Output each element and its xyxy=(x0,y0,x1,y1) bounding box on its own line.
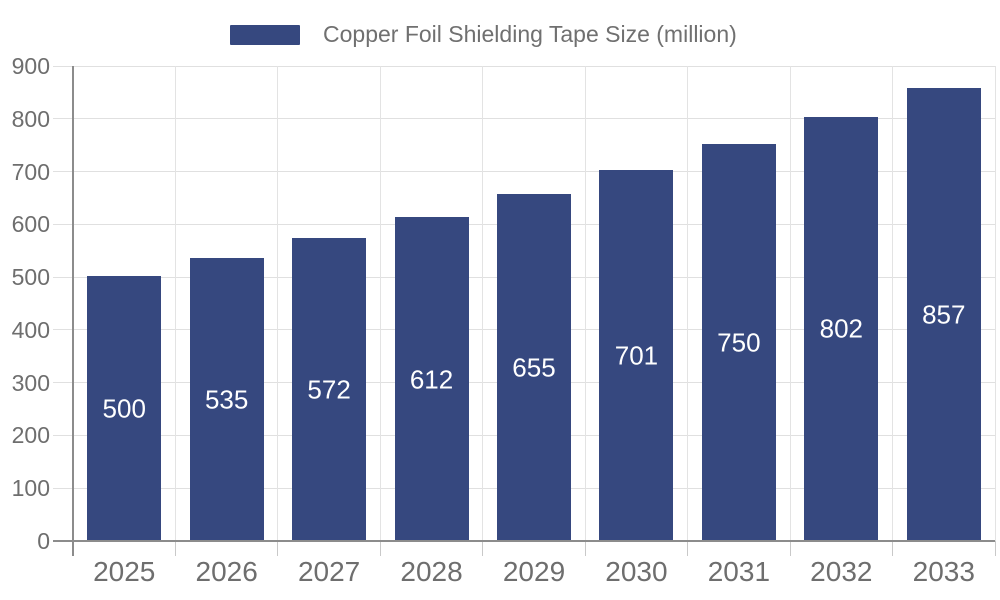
x-axis-tick xyxy=(379,541,381,556)
bar[interactable] xyxy=(292,238,367,540)
x-axis-tick xyxy=(584,541,586,556)
y-gridline xyxy=(53,171,995,173)
x-axis-label: 2031 xyxy=(707,556,771,587)
y-axis-line xyxy=(72,66,74,556)
x-axis-tick xyxy=(277,541,279,556)
category-boundary-gridline xyxy=(687,66,689,541)
x-axis-tick xyxy=(892,541,894,556)
category-boundary-gridline xyxy=(174,66,176,541)
y-axis-label: 100 xyxy=(11,475,50,502)
category-boundary-gridline xyxy=(892,66,894,541)
category-boundary-gridline xyxy=(994,66,996,541)
x-axis-tick xyxy=(174,541,176,556)
y-gridline xyxy=(53,65,995,67)
bar[interactable] xyxy=(906,87,981,540)
bar[interactable] xyxy=(189,257,264,540)
x-axis-tick xyxy=(994,541,996,556)
bar-value-label: 500 xyxy=(102,393,146,424)
bar-value-label: 655 xyxy=(512,352,556,383)
x-axis-label: 2030 xyxy=(605,556,668,587)
x-axis-tick xyxy=(482,541,484,556)
plot-area: 0 100 200 300 400 500 600 700 800 900 500 2025 535 20… xyxy=(12,53,996,587)
category-boundary-gridline xyxy=(584,66,586,541)
y-axis-label: 300 xyxy=(11,369,50,396)
y-axis-label: 900 xyxy=(11,53,50,79)
bar[interactable] xyxy=(394,217,469,540)
x-axis-label: 2027 xyxy=(297,556,361,587)
y-gridline xyxy=(53,118,995,120)
bar-value-label: 750 xyxy=(717,327,761,358)
x-axis-label: 2026 xyxy=(195,556,258,587)
y-axis-label: 0 xyxy=(37,528,50,554)
category-boundary-gridline xyxy=(482,66,484,541)
bar[interactable] xyxy=(87,276,162,540)
x-axis-line xyxy=(53,540,995,542)
x-axis-label: 2033 xyxy=(912,556,975,587)
x-axis-tick xyxy=(789,541,791,556)
bar-value-label: 612 xyxy=(409,364,454,394)
bar-value-label: 572 xyxy=(307,374,351,405)
bar-value-label: 535 xyxy=(204,384,249,415)
legend-label: Copper Foil Shielding Tape Size (million… xyxy=(323,21,737,47)
legend-swatch xyxy=(230,24,300,45)
category-boundary-gridline xyxy=(789,66,791,541)
category-boundary-gridline xyxy=(379,66,381,541)
bar[interactable] xyxy=(804,116,879,540)
bar-value-label: 701 xyxy=(614,340,659,371)
x-axis-label: 2028 xyxy=(400,556,463,587)
bar[interactable] xyxy=(701,144,776,540)
y-axis-label: 200 xyxy=(11,422,50,449)
x-axis-tick xyxy=(687,541,689,556)
bar[interactable] xyxy=(497,194,571,540)
x-axis-label: 2032 xyxy=(810,556,873,587)
y-axis-label: 800 xyxy=(11,105,50,132)
bar-value-label: 857 xyxy=(922,299,966,330)
legend-item[interactable]: Copper Foil Shielding Tape Size (million… xyxy=(230,21,737,48)
x-axis-label: 2029 xyxy=(502,556,566,587)
y-axis-label: 600 xyxy=(11,211,50,238)
y-axis-label: 500 xyxy=(11,264,50,291)
y-axis-label: 700 xyxy=(11,158,50,185)
bar[interactable] xyxy=(599,170,674,540)
y-axis-label: 400 xyxy=(11,316,50,343)
bar-value-label: 802 xyxy=(819,313,864,344)
category-boundary-gridline xyxy=(277,66,279,541)
x-axis-label: 2025 xyxy=(93,556,156,587)
